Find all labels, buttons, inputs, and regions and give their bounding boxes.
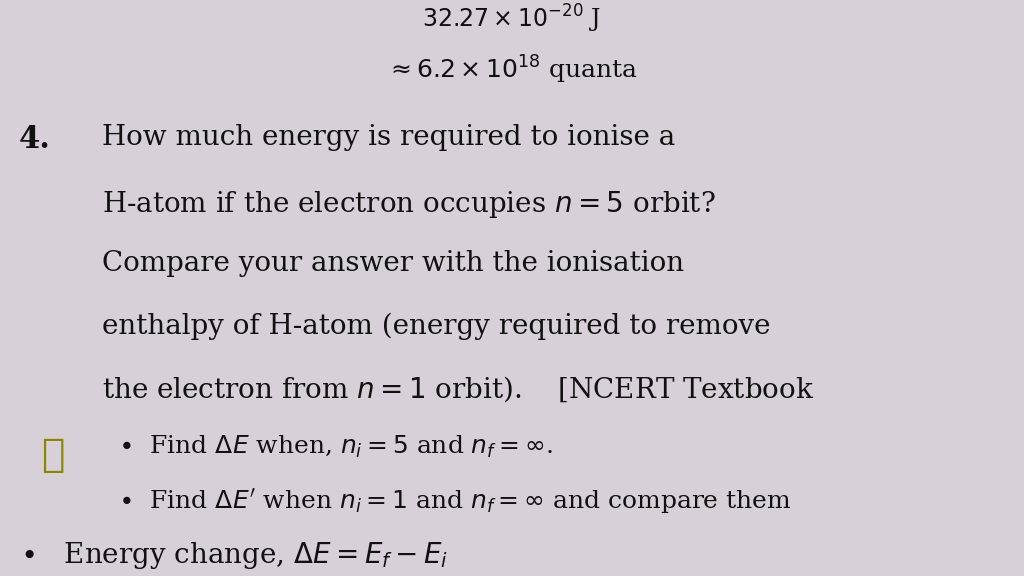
- Text: $\bullet$   Energy change, $\Delta E = E_f - E_i$: $\bullet$ Energy change, $\Delta E = E_f…: [20, 540, 449, 571]
- Text: $\approx 6.2 \times 10^{18}$ quanta: $\approx 6.2 \times 10^{18}$ quanta: [386, 54, 638, 86]
- Text: 4.: 4.: [18, 124, 50, 155]
- Text: $\bullet$  Find $\Delta E$ when, $n_i = 5$ and $n_f = \infty$.: $\bullet$ Find $\Delta E$ when, $n_i = 5…: [118, 433, 553, 460]
- Text: How much energy is required to ionise a: How much energy is required to ionise a: [102, 124, 676, 151]
- Text: the electron from $n=1$ orbit).    [NCERT Textbook: the electron from $n=1$ orbit). [NCERT T…: [102, 374, 815, 404]
- Text: H-atom if the electron occupies $n=5$ orbit?: H-atom if the electron occupies $n=5$ or…: [102, 188, 716, 219]
- Text: enthalpy of H-atom (energy required to remove: enthalpy of H-atom (energy required to r…: [102, 312, 771, 340]
- Text: 💡: 💡: [41, 436, 65, 474]
- Text: $32.27 \times 10^{-20}$ J: $32.27 \times 10^{-20}$ J: [423, 3, 601, 35]
- Text: $\bullet$  Find $\Delta E'$ when $n_i = 1$ and $n_f = \infty$ and compare them: $\bullet$ Find $\Delta E'$ when $n_i = 1…: [118, 487, 792, 516]
- Text: Compare your answer with the ionisation: Compare your answer with the ionisation: [102, 251, 684, 278]
